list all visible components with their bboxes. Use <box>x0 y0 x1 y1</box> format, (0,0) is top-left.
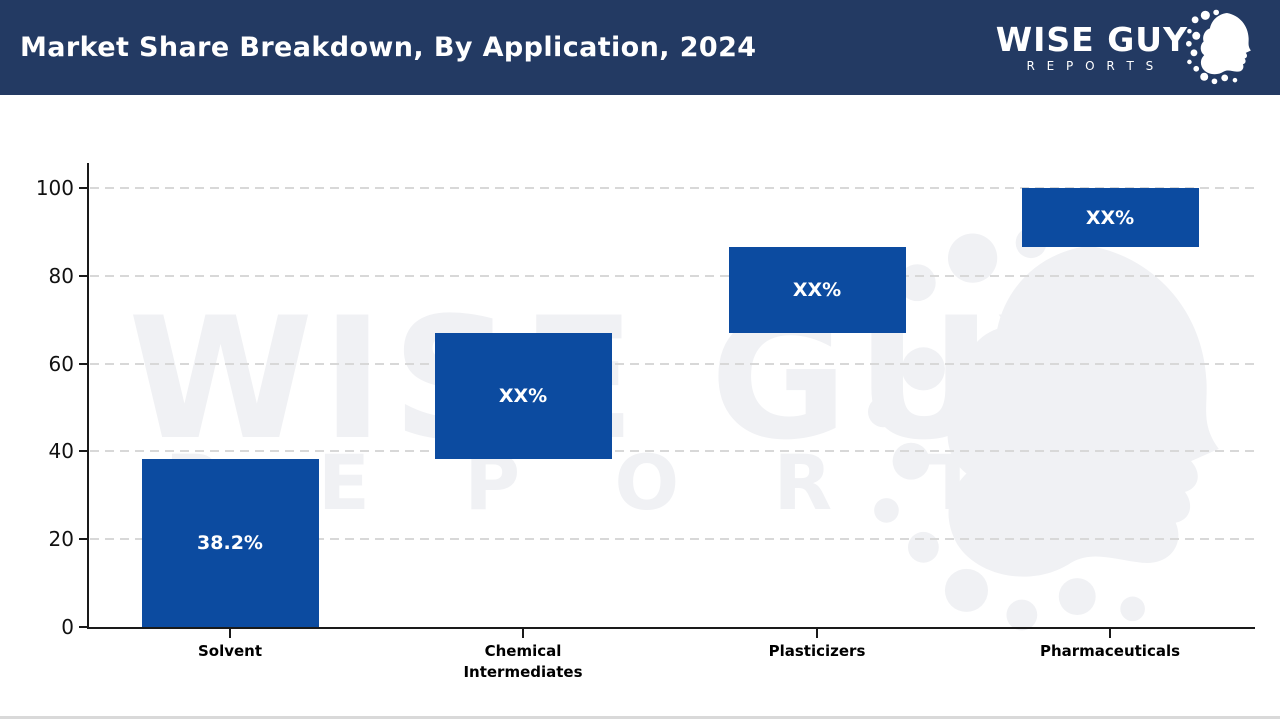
x-tick-mark <box>816 629 818 638</box>
y-tick-mark <box>79 538 87 541</box>
wiseguy-logo: WISE GUY R E P O R T S <box>996 8 1260 88</box>
gridline <box>90 538 1255 541</box>
bar-pharmaceuticals: XX% <box>1021 188 1199 248</box>
x-category-label: Plasticizers <box>768 642 866 660</box>
y-tick-label: 100 <box>35 176 74 200</box>
gridline <box>90 274 1255 277</box>
y-tick-mark <box>79 450 87 453</box>
bar-value-label: XX% <box>792 279 842 302</box>
chart-area: WISE GUY R E P O R T S 0 20 40 60 80 100 38.2… <box>0 95 1280 717</box>
y-tick-mark <box>79 362 87 365</box>
logo-wordmark: WISE GUY <box>995 20 1188 59</box>
header-bar: Market Share Breakdown, By Application, … <box>0 0 1280 95</box>
bottom-border <box>0 716 1280 719</box>
bar-value-label: XX% <box>1085 206 1135 229</box>
x-category-label: Chemical Intermediates <box>463 642 583 681</box>
bar-value-label: 38.2% <box>197 532 263 555</box>
bar-plasticizers: XX% <box>728 247 906 333</box>
bars-layer: 38.2% XX% XX% XX% <box>0 95 1280 717</box>
x-tick-mark <box>229 629 231 638</box>
bar-value-label: XX% <box>498 385 548 408</box>
x-category-label: Pharmaceuticals <box>1039 642 1181 660</box>
gridline <box>90 450 1255 453</box>
x-axis-line <box>87 627 1255 629</box>
bar-chemical-intermediates: XX% <box>434 332 612 460</box>
y-tick-label: 20 <box>48 527 74 552</box>
gridline <box>90 187 1255 189</box>
wiseguy-head-icon <box>1186 8 1260 88</box>
y-tick-label: 60 <box>48 351 74 376</box>
y-tick-label: 0 <box>61 615 74 639</box>
x-category-label: Solvent <box>197 642 263 660</box>
gridline <box>90 362 1255 365</box>
gridline-layer: 0 20 40 60 80 100 <box>0 95 1280 717</box>
y-tick-mark <box>79 274 87 277</box>
x-tick-mark <box>522 629 524 638</box>
logo-subtext: R E P O R T S <box>1026 59 1158 73</box>
bar-solvent: 38.2% <box>141 459 319 627</box>
watermark-layer: WISE GUY R E P O R T S <box>0 95 1280 717</box>
chart-title: Market Share Breakdown, By Application, … <box>20 32 757 63</box>
x-tick-mark <box>1109 629 1111 638</box>
axis-layer: Solvent Chemical Intermediates Plasticizer… <box>0 95 1280 717</box>
y-axis-line <box>87 163 89 629</box>
y-tick-mark <box>79 187 87 189</box>
y-tick-label: 40 <box>48 439 74 464</box>
logo-text-block: WISE GUY R E P O R T S <box>996 23 1188 72</box>
y-tick-label: 80 <box>48 263 74 288</box>
y-tick-mark <box>79 626 87 628</box>
